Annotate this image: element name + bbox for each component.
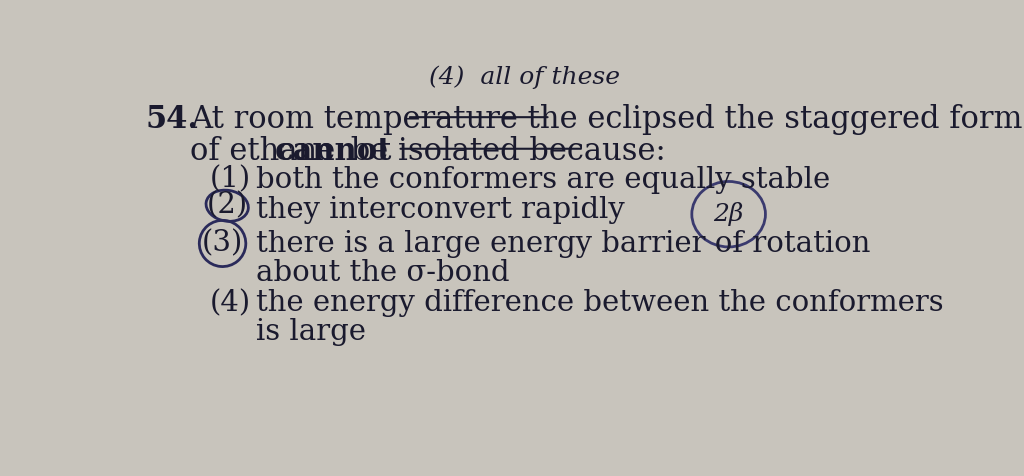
Text: 54.: 54. <box>145 104 198 135</box>
Text: they interconvert rapidly: they interconvert rapidly <box>256 197 625 225</box>
Text: of ethane: of ethane <box>190 136 345 167</box>
Text: (1): (1) <box>209 166 251 194</box>
Text: both the conformers are equally stable: both the conformers are equally stable <box>256 166 830 194</box>
Text: 2β: 2β <box>714 202 743 226</box>
Text: the energy difference between the conformers: the energy difference between the confor… <box>256 289 943 317</box>
Text: cannot: cannot <box>275 136 392 167</box>
Text: (4)  all of these: (4) all of these <box>429 66 621 89</box>
Text: At room temperature the eclipsed the staggered forms: At room temperature the eclipsed the sta… <box>190 104 1024 135</box>
Text: be isolated because:: be isolated because: <box>341 136 666 167</box>
Text: (3): (3) <box>202 229 243 258</box>
Text: (2): (2) <box>207 192 248 220</box>
Text: is large: is large <box>256 318 366 346</box>
Text: (4): (4) <box>209 289 251 317</box>
Text: about the σ-bond: about the σ-bond <box>256 259 509 287</box>
Text: there is a large energy barrier of rotation: there is a large energy barrier of rotat… <box>256 229 870 258</box>
